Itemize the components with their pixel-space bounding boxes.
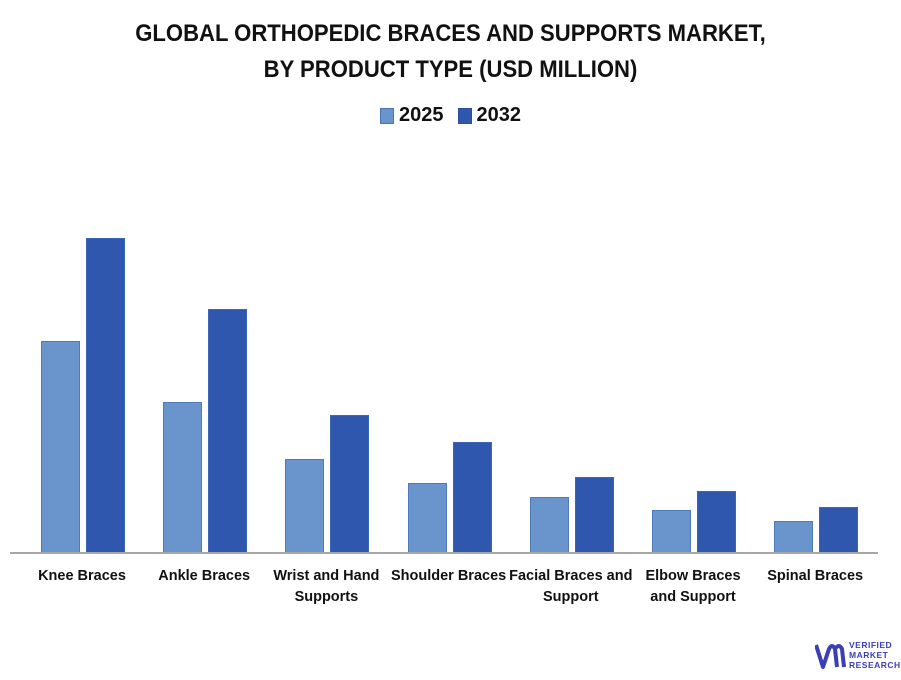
chart-title-line-1: GLOBAL ORTHOPEDIC BRACES AND SUPPORTS MA… (135, 20, 766, 47)
bar-2032-shoulder-braces (452, 442, 492, 553)
logo-line-2: MARKET (849, 650, 889, 660)
legend-label-2025: 2025 (399, 104, 444, 126)
x-tick-label-line: Shoulder Braces (390, 568, 507, 584)
logo-line-3: RESEARCH (849, 660, 901, 670)
x-tick-label-line: Facial Braces and (509, 568, 633, 584)
legend-swatch-2025 (380, 107, 394, 124)
bar-2032-knee-braces (86, 238, 125, 553)
x-tick-label: Elbow Braces and Support (628, 566, 758, 608)
x-tick-label-line: Elbow Braces (645, 568, 741, 584)
vmr-logo-icon (815, 644, 846, 669)
x-tick-label-line: and Support (650, 589, 736, 605)
legend: 2025 2032 (0, 104, 901, 127)
x-tick-label: Knee Braces (17, 566, 147, 587)
x-tick-label: Wrist and Hand Supports (261, 566, 391, 608)
x-tick-label: Shoulder Braces (384, 566, 514, 587)
bar-2032-wrist-and-hand-supports (330, 415, 370, 553)
bar-2032-elbow-braces-and-support (697, 491, 736, 553)
x-tick-label: Facial Braces and Support (506, 566, 636, 608)
bar-2025-shoulder-braces (407, 483, 447, 553)
logo-text: VERIFIED MARKET RESEARCH (849, 640, 901, 670)
bar-2025-ankle-braces (163, 402, 203, 553)
legend-item-2032: 2032 (457, 104, 522, 127)
legend-item-2025: 2025 (380, 104, 444, 127)
x-tick-label: Ankle Braces (139, 566, 269, 587)
logo-line-1: VERIFIED (849, 640, 893, 650)
x-tick-label-line: Support (543, 589, 599, 605)
bar-2032-spinal-braces (819, 507, 859, 553)
x-tick-label: Spinal Braces (750, 566, 880, 587)
bar-2025-facial-braces-and-support (529, 497, 569, 553)
x-tick-label-line: Supports (294, 589, 359, 605)
x-tick-label-line: Wrist and Hand (273, 568, 380, 584)
x-axis-line (10, 552, 878, 554)
bar-2032-ankle-braces (208, 309, 248, 553)
legend-swatch-2032 (457, 107, 472, 124)
bar-2025-elbow-braces-and-support (652, 510, 691, 553)
chart-title-line-2: BY PRODUCT TYPE (USD MILLION) (263, 56, 638, 83)
bar-2025-wrist-and-hand-supports (285, 459, 325, 553)
bar-2032-facial-braces-and-support (574, 477, 614, 553)
bar-2025-spinal-braces (774, 521, 814, 553)
bar-2025-knee-braces (41, 341, 80, 553)
verified-market-research-logo: VERIFIED MARKET RESEARCH (815, 637, 901, 677)
x-tick-label-line: Spinal Braces (767, 568, 864, 584)
legend-label-2032: 2032 (476, 104, 522, 126)
x-tick-label-line: Knee Braces (38, 568, 126, 584)
x-tick-label-line: Ankle Braces (158, 568, 251, 584)
